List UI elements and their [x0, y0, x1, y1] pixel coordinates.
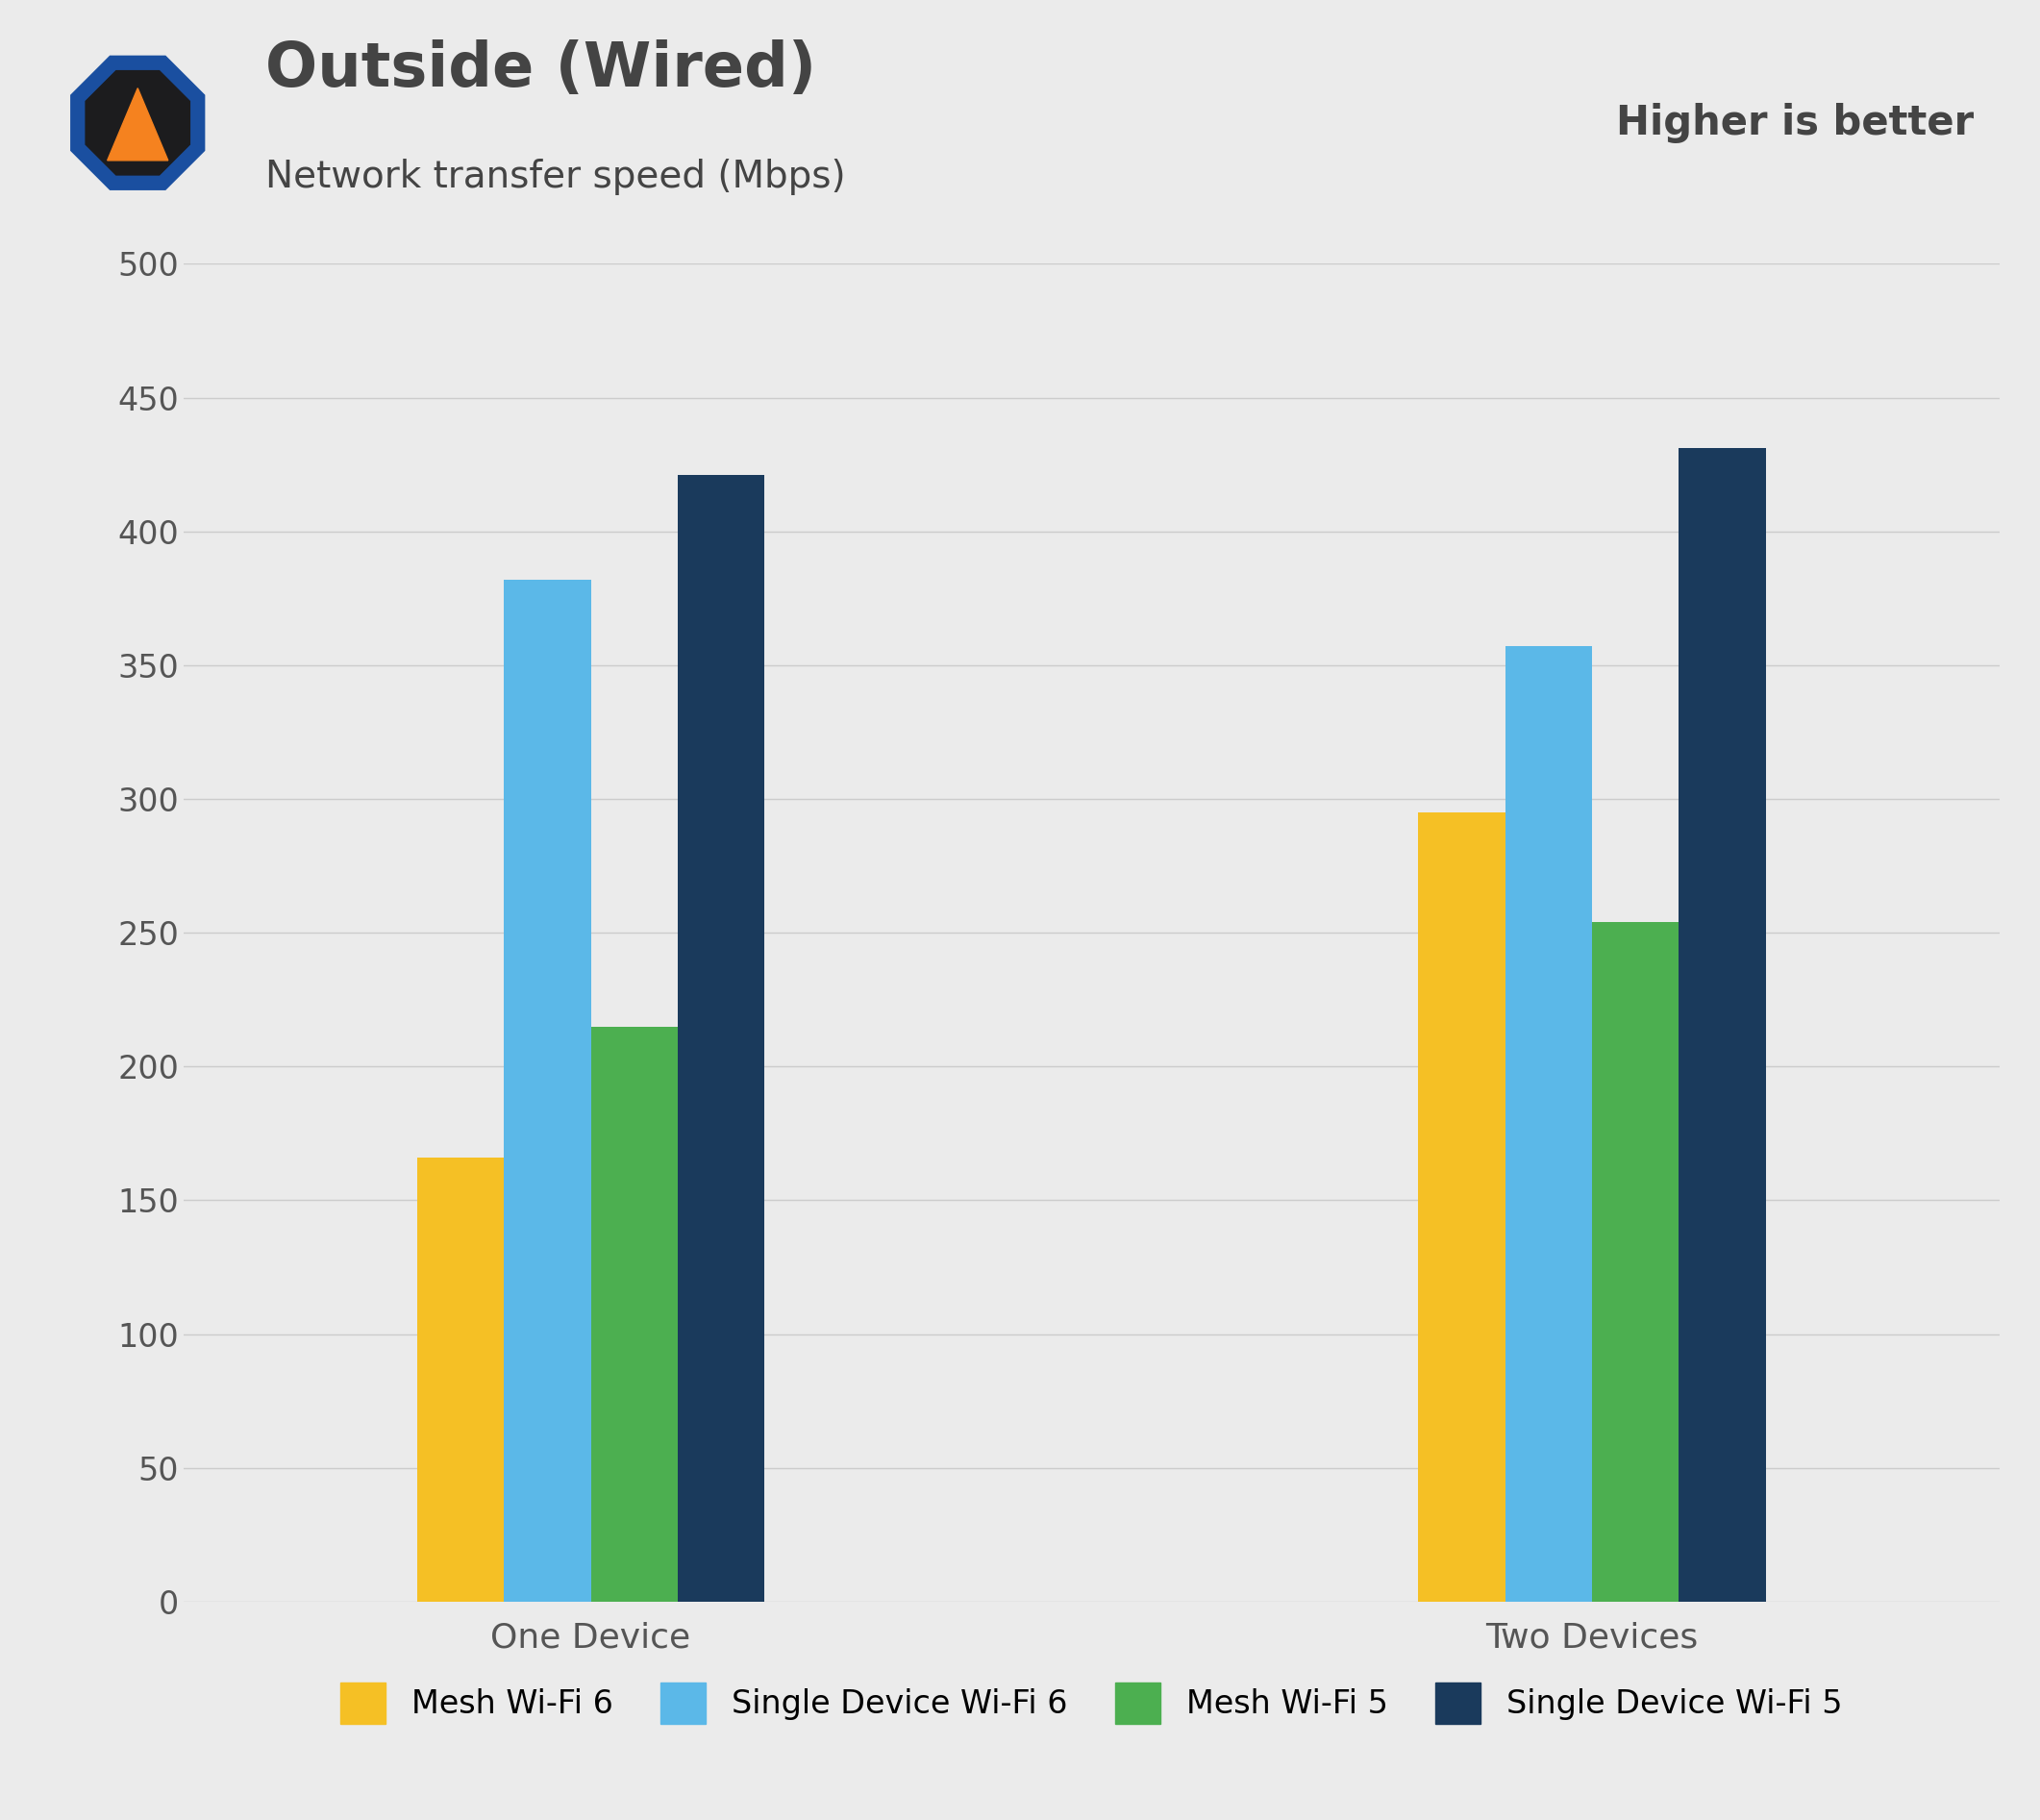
- Bar: [677, 475, 765, 1602]
- Polygon shape: [108, 87, 167, 160]
- Bar: [418, 1158, 504, 1602]
- Bar: [504, 579, 592, 1602]
- Bar: [1591, 923, 1679, 1602]
- Text: Higher is better: Higher is better: [1616, 102, 1975, 144]
- Bar: [592, 1026, 677, 1602]
- Polygon shape: [86, 71, 190, 175]
- Polygon shape: [71, 56, 204, 189]
- Bar: [1418, 812, 1506, 1602]
- Text: Outside (Wired): Outside (Wired): [265, 38, 816, 98]
- Bar: [1506, 646, 1591, 1602]
- Text: Network transfer speed (Mbps): Network transfer speed (Mbps): [265, 158, 845, 195]
- Legend: Mesh Wi-Fi 6, Single Device Wi-Fi 6, Mesh Wi-Fi 5, Single Device Wi-Fi 5: Mesh Wi-Fi 6, Single Device Wi-Fi 6, Mes…: [324, 1665, 1858, 1740]
- Bar: [1679, 448, 1765, 1602]
